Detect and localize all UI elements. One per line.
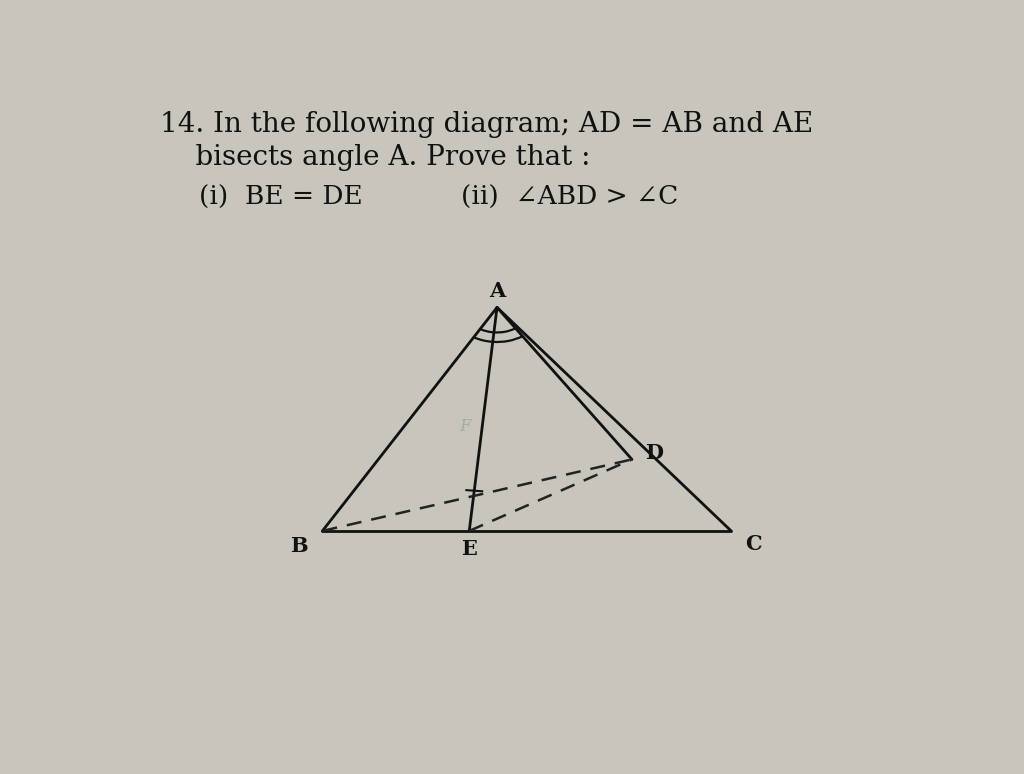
Text: (ii)  ∠ABD > ∠C: (ii) ∠ABD > ∠C xyxy=(461,185,679,211)
Text: C: C xyxy=(745,534,762,554)
Text: 14. In the following diagram; AD = AB and AE: 14. In the following diagram; AD = AB an… xyxy=(160,111,813,138)
Text: bisects angle A. Prove that :: bisects angle A. Prove that : xyxy=(160,143,590,170)
Text: E: E xyxy=(461,539,477,559)
Text: F: F xyxy=(460,418,471,435)
Text: A: A xyxy=(488,281,505,301)
Text: D: D xyxy=(645,444,664,464)
Text: B: B xyxy=(290,536,307,556)
Text: (i)  BE = DE: (i) BE = DE xyxy=(200,185,364,211)
